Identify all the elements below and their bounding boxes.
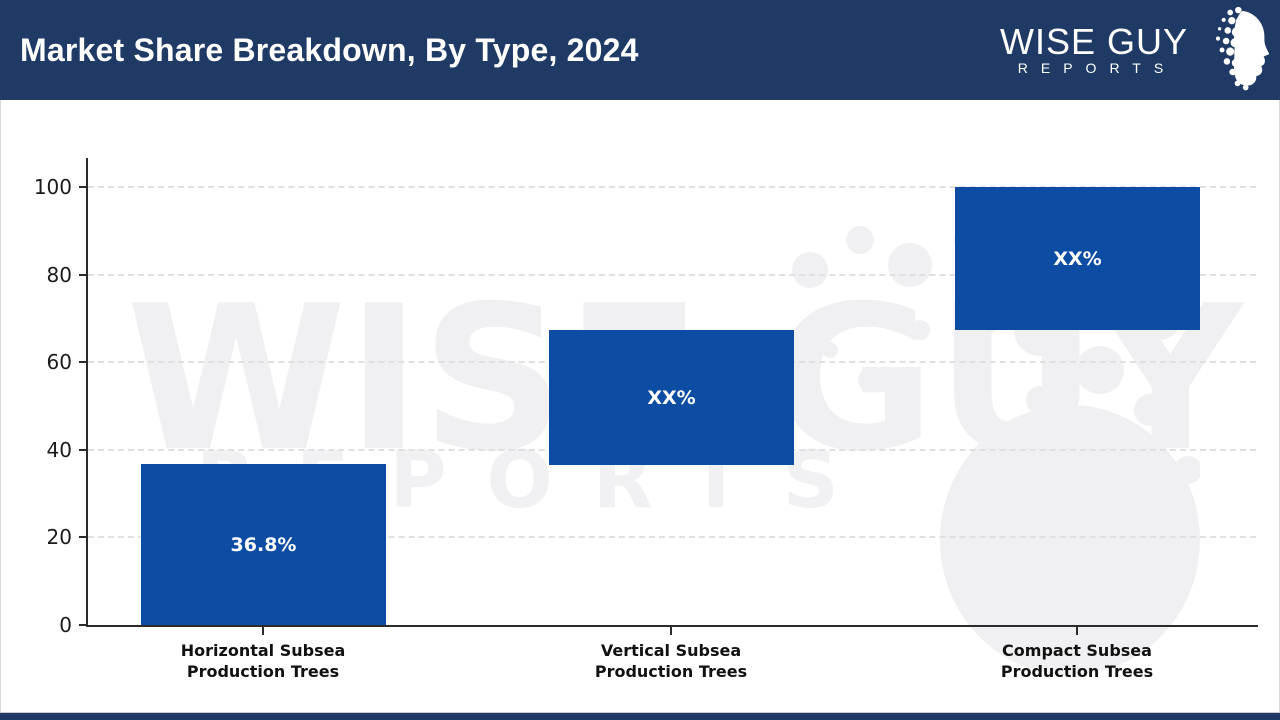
bar-compact-subsea: XX% bbox=[955, 187, 1200, 330]
logo-wiseguy-text: WISE GUY bbox=[999, 21, 1188, 62]
y-tick-label: 0 bbox=[59, 613, 72, 637]
y-tick-label: 40 bbox=[46, 438, 72, 462]
y-tick bbox=[79, 274, 88, 276]
category-line1: Horizontal Subsea bbox=[180, 641, 346, 660]
wise-guy-reports-logo: WISE GUY REPORTS bbox=[1000, 0, 1272, 100]
category-label-vertical-subsea: Vertical Subsea Production Trees bbox=[501, 640, 841, 682]
y-axis-line bbox=[86, 158, 88, 627]
y-tick bbox=[79, 536, 88, 538]
bar-value-label: XX% bbox=[1053, 247, 1102, 270]
bar-vertical-subsea: XX% bbox=[549, 330, 794, 465]
header-bar: Market Share Breakdown, By Type, 2024 WI… bbox=[0, 0, 1280, 100]
category-line1: Compact Subsea bbox=[1002, 641, 1152, 660]
y-tick bbox=[79, 361, 88, 363]
category-line2: Production Trees bbox=[594, 662, 748, 681]
y-tick bbox=[79, 449, 88, 451]
page-title: Market Share Breakdown, By Type, 2024 bbox=[20, 31, 639, 68]
category-label-horizontal-subsea: Horizontal Subsea Production Trees bbox=[93, 640, 433, 682]
y-tick-label: 100 bbox=[33, 175, 72, 199]
category-line1: Vertical Subsea bbox=[600, 641, 742, 660]
logo-text: WISE GUY REPORTS bbox=[999, 21, 1188, 77]
gridline-20 bbox=[88, 536, 1256, 538]
category-label-compact-subsea: Compact Subsea Production Trees bbox=[907, 640, 1247, 682]
y-tick bbox=[79, 186, 88, 188]
bar-horizontal-subsea: 36.8% bbox=[141, 464, 386, 625]
gridline-100 bbox=[88, 186, 1256, 188]
left-border-line bbox=[0, 100, 1, 720]
x-tick bbox=[670, 627, 672, 635]
category-line2: Production Trees bbox=[1000, 662, 1154, 681]
y-tick-label: 60 bbox=[46, 350, 72, 374]
logo-reports-text: REPORTS bbox=[1017, 60, 1177, 76]
x-tick bbox=[1076, 627, 1078, 635]
gridline-80 bbox=[88, 274, 1256, 276]
y-tick-label: 80 bbox=[46, 263, 72, 287]
footer-bar bbox=[0, 712, 1280, 720]
bar-value-label: 36.8% bbox=[230, 533, 297, 556]
y-tick bbox=[79, 624, 88, 626]
x-axis-line bbox=[86, 625, 1258, 627]
x-tick bbox=[262, 627, 264, 635]
category-line2: Production Trees bbox=[186, 662, 340, 681]
y-tick-label: 20 bbox=[46, 525, 72, 549]
bar-value-label: XX% bbox=[647, 386, 696, 409]
dotted-face-profile-icon bbox=[1215, 6, 1270, 91]
